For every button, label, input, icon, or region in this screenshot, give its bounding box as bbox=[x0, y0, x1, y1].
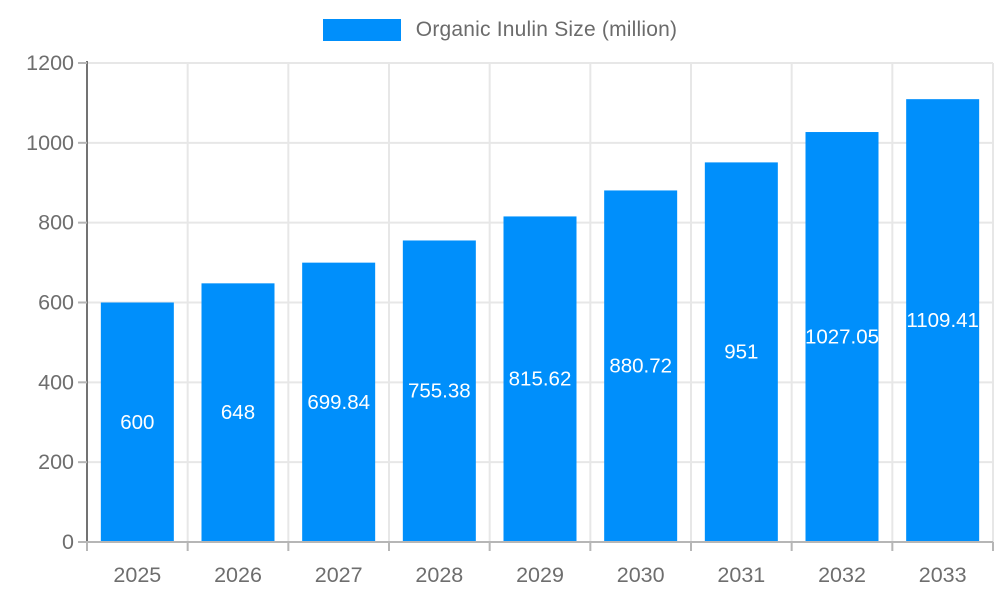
y-axis-tick-label: 600 bbox=[38, 291, 74, 315]
x-axis-tick-label: 2031 bbox=[717, 563, 765, 587]
bar-value-label: 1027.05 bbox=[805, 326, 879, 349]
bar[interactable] bbox=[100, 302, 174, 543]
x-axis-tick-label: 2032 bbox=[818, 563, 866, 587]
y-axis-tick-label: 1200 bbox=[26, 51, 74, 75]
legend-swatch bbox=[322, 19, 401, 41]
y-axis-tick-label: 800 bbox=[38, 211, 74, 235]
bar-value-label: 880.72 bbox=[609, 355, 672, 378]
legend-label: Organic Inulin Size (million) bbox=[415, 18, 678, 41]
bar[interactable] bbox=[906, 99, 980, 542]
bar[interactable] bbox=[201, 283, 275, 542]
x-axis-tick-label: 2029 bbox=[516, 563, 564, 587]
bar-value-label: 600 bbox=[120, 411, 154, 434]
y-axis-tick-label: 0 bbox=[62, 530, 74, 554]
bar-value-label: 755.38 bbox=[408, 380, 471, 403]
bar[interactable] bbox=[604, 190, 678, 543]
x-axis-tick-label: 2030 bbox=[617, 563, 665, 587]
x-axis-tick-label: 2027 bbox=[315, 563, 363, 587]
bar-value-label: 1109.41 bbox=[906, 309, 979, 332]
bar[interactable] bbox=[302, 262, 376, 542]
bar[interactable] bbox=[402, 240, 476, 542]
bar[interactable] bbox=[503, 216, 577, 542]
y-axis-tick-label: 200 bbox=[38, 450, 74, 474]
chart-legend[interactable]: Organic Inulin Size (million) bbox=[0, 18, 1000, 42]
bar-value-label: 648 bbox=[221, 401, 255, 424]
y-axis-tick-label: 400 bbox=[38, 370, 74, 394]
bar-value-label: 699.84 bbox=[307, 391, 370, 414]
y-axis-tick-label: 1000 bbox=[26, 131, 74, 155]
bar-value-label: 815.62 bbox=[509, 368, 572, 391]
x-axis-tick-label: 2028 bbox=[415, 563, 463, 587]
x-axis-tick-label: 2026 bbox=[214, 563, 262, 587]
x-axis-tick-label: 2025 bbox=[113, 563, 161, 587]
bar[interactable] bbox=[704, 162, 778, 542]
bar[interactable] bbox=[805, 132, 879, 542]
bar-value-label: 951 bbox=[724, 341, 758, 364]
x-axis-tick-label: 2033 bbox=[919, 563, 967, 587]
